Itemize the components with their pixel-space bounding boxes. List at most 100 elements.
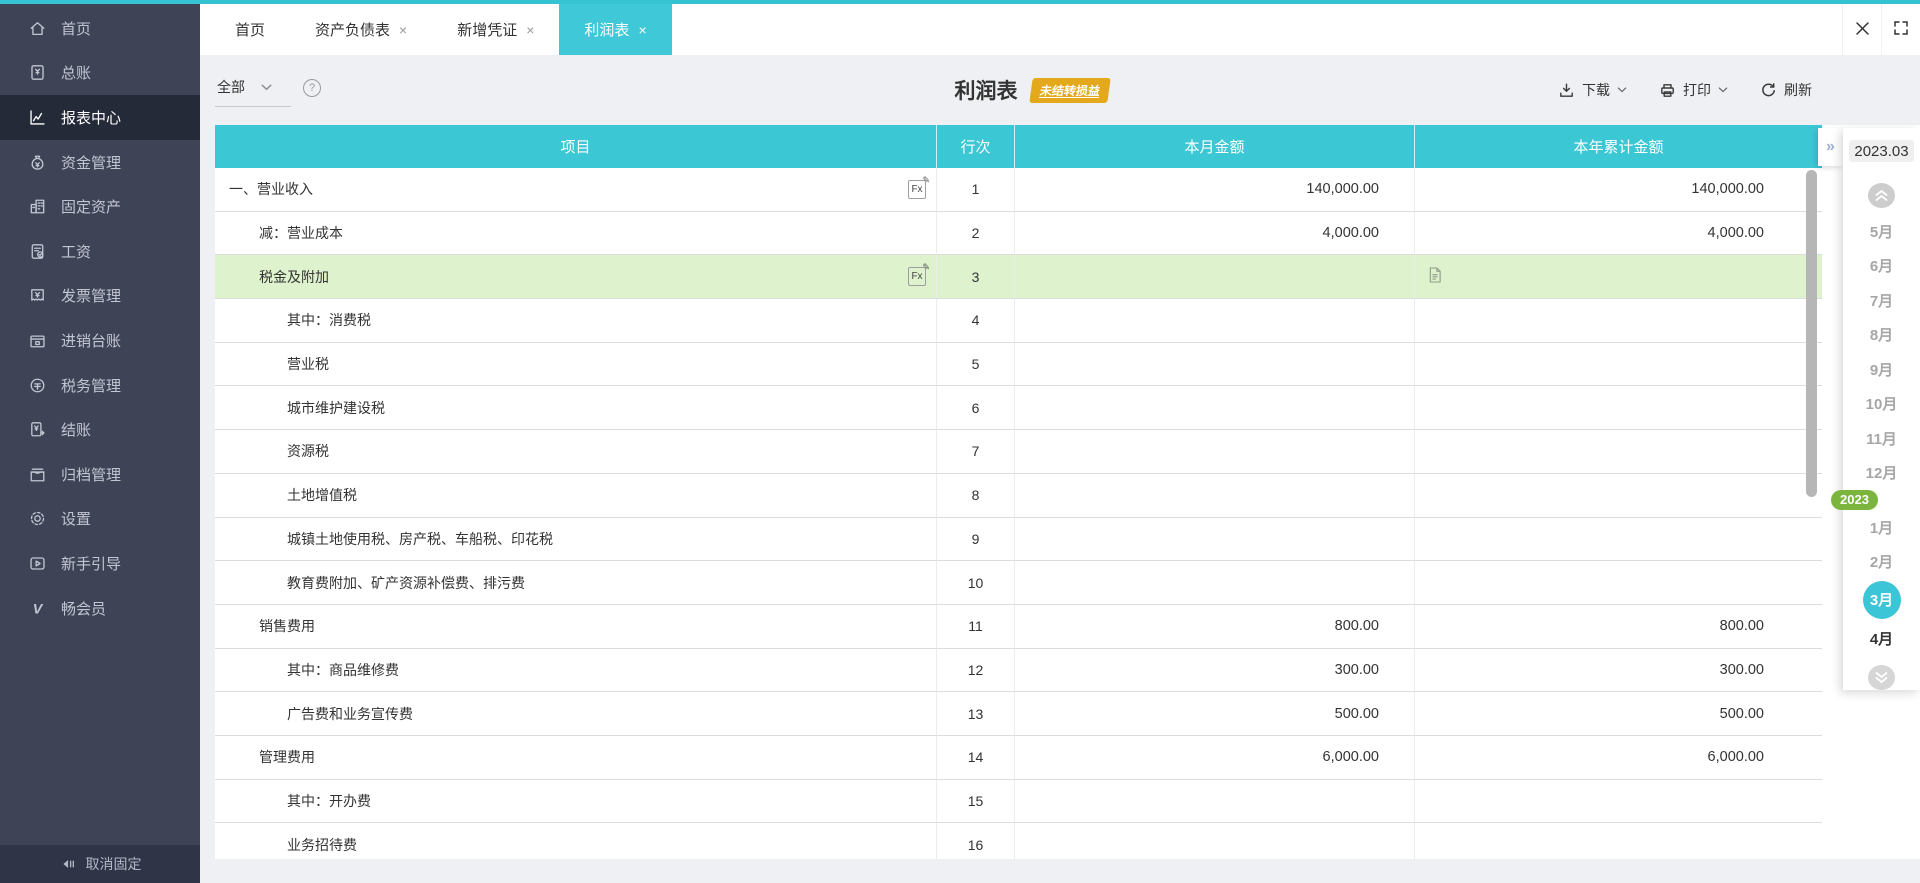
table-row[interactable]: 一、营业收入 Fx 1 140,000.00 140,000.00	[215, 168, 1822, 212]
tabs-container: 首页 资产负债表 × 新增凭证 × 利润表 ×	[210, 4, 1920, 55]
row-item-label: 土地增值税	[287, 487, 357, 504]
sidebar-item-0[interactable]: 首页	[0, 6, 200, 51]
scope-select-value: 全部	[217, 79, 245, 95]
unpin-sidebar-button[interactable]: 取消固定	[0, 845, 200, 883]
sidebar-item-4[interactable]: 固定资产	[0, 184, 200, 229]
status-badge: 未结转损益	[1029, 77, 1112, 103]
period-month[interactable]: 12月	[1865, 465, 1898, 482]
formula-icon[interactable]: Fx	[908, 262, 930, 287]
period-panel: 2023.03 5月 6月 7月 8月 9月 10月 11月 12月 2023 1月 2月 3月 4月	[1831, 128, 1920, 690]
close-tab-icon[interactable]: ×	[526, 21, 535, 38]
row-line-number: 9	[937, 517, 1015, 562]
row-item-label: 城镇土地使用税、房产税、车船税、印花税	[287, 530, 553, 547]
table-row[interactable]: 其中：开办费 Fx 15	[215, 779, 1822, 824]
table-row[interactable]: 城镇土地使用税、房产税、车船税、印花税 Fx 9	[215, 517, 1822, 562]
year-badge[interactable]: 2023	[1831, 489, 1878, 510]
row-line-number: 14	[937, 735, 1015, 780]
print-button[interactable]: 打印	[1659, 80, 1728, 100]
table-row[interactable]: 城市维护建设税 Fx 6	[215, 386, 1822, 431]
period-month[interactable]: 10月	[1865, 396, 1898, 413]
period-month[interactable]: 4月	[1869, 630, 1894, 648]
row-month-amount: 300.00	[1015, 648, 1415, 693]
scope-select[interactable]: 全部	[215, 75, 291, 107]
row-item-label: 管理费用	[259, 749, 315, 766]
sidebar-item-2[interactable]: 报表中心	[0, 95, 200, 140]
row-item-label: 销售费用	[259, 618, 315, 635]
help-icon[interactable]: ?	[303, 79, 321, 97]
column-header-item: 项目	[215, 125, 937, 168]
attachment-doc-icon[interactable]	[1428, 266, 1442, 287]
table-row[interactable]: 其中：消费税 Fx 4	[215, 299, 1822, 343]
download-button[interactable]: 下载	[1558, 80, 1627, 100]
closing-icon	[27, 420, 47, 440]
collapse-period-panel-button[interactable]: »	[1818, 128, 1843, 166]
row-ytd-amount: 4,000.00	[1707, 225, 1764, 242]
settings-icon	[27, 509, 47, 529]
double-chevron-up-icon	[1875, 189, 1888, 201]
sidebar-item-10[interactable]: 归档管理	[0, 452, 200, 497]
table-row[interactable]: 管理费用 Fx 14 6,000.00 6,000.00	[215, 735, 1822, 780]
sidebar-nav: 首页 总账 报表中心 资金管理 固定资产 工资 发票管理 进销台账 税务管理 结…	[0, 4, 200, 630]
close-icon	[1855, 21, 1870, 39]
period-month[interactable]: 7月	[1869, 292, 1894, 310]
table-row[interactable]: 教育费附加、矿产资源补偿费、排污费 Fx 10	[215, 561, 1822, 605]
sidebar-item-5[interactable]: 工资	[0, 229, 200, 274]
period-month[interactable]: 1月	[1869, 519, 1894, 537]
vertical-scrollbar[interactable]	[1806, 170, 1817, 497]
tab-0[interactable]: 首页	[235, 22, 266, 39]
period-month[interactable]: 2月	[1869, 554, 1894, 571]
table-row[interactable]: 土地增值税 Fx 8	[215, 473, 1822, 518]
period-month[interactable]: 6月	[1869, 258, 1894, 275]
guide-icon	[27, 553, 47, 573]
sidebar-item-7[interactable]: 进销台账	[0, 318, 200, 363]
tab-3[interactable]: 利润表 ×	[559, 4, 672, 55]
fullscreen-button[interactable]	[1881, 4, 1920, 55]
formula-icon[interactable]: Fx	[908, 175, 930, 199]
column-header-ytd-amount: 本年累计金额	[1573, 139, 1664, 156]
tab-1[interactable]: 资产负债表 ×	[315, 21, 408, 39]
period-month[interactable]: 5月	[1869, 223, 1894, 241]
period-month[interactable]: 3月	[1862, 580, 1901, 619]
home-icon	[27, 18, 47, 38]
sidebar-item-1[interactable]: 总账	[0, 51, 200, 96]
row-ytd-amount: 300.00	[1719, 661, 1764, 678]
sidebar-item-13[interactable]: V 畅会员	[0, 586, 200, 631]
row-line-number: 4	[937, 299, 1015, 343]
table-row[interactable]: 广告费和业务宣传费 Fx 13 500.00 500.00	[215, 692, 1822, 736]
table-row[interactable]: 营业税 Fx 5	[215, 342, 1822, 387]
sidebar-item-9[interactable]: 结账	[0, 407, 200, 452]
column-header-line: 行次	[937, 125, 1015, 168]
table-row[interactable]: 业务招待费 Fx 16	[215, 823, 1822, 859]
sidebar-item-3[interactable]: 资金管理	[0, 140, 200, 185]
sidebar-item-12[interactable]: 新手引导	[0, 541, 200, 586]
row-month-amount: 800.00	[1015, 604, 1415, 649]
refresh-button[interactable]: 刷新	[1760, 80, 1812, 100]
sidebar-item-11[interactable]: 设置	[0, 497, 200, 542]
sidebar-item-6[interactable]: 发票管理	[0, 274, 200, 319]
current-period[interactable]: 2023.03	[1849, 140, 1914, 162]
table-row[interactable]: 销售费用 Fx 11 800.00 800.00	[215, 604, 1822, 649]
table-row[interactable]: 税金及附加 Fx 3	[215, 255, 1822, 300]
row-month-amount	[1015, 386, 1415, 431]
close-window-button[interactable]	[1842, 4, 1881, 55]
row-month-amount: 140,000.00	[1015, 168, 1415, 212]
close-tab-icon[interactable]: ×	[399, 21, 408, 38]
period-month[interactable]: 11月	[1866, 430, 1897, 448]
table-row[interactable]: 减：营业成本 Fx 2 4,000.00 4,000.00	[215, 211, 1822, 256]
row-month-amount	[1015, 255, 1415, 300]
row-month-amount	[1015, 473, 1415, 518]
scroll-months-down-button[interactable]	[1868, 665, 1895, 690]
close-tab-icon[interactable]: ×	[638, 21, 647, 38]
tab-2[interactable]: 新增凭证 ×	[457, 21, 535, 39]
scroll-months-up-button[interactable]	[1868, 183, 1895, 208]
row-item-label: 其中：开办费	[287, 792, 371, 809]
table-row[interactable]: 资源税 Fx 7	[215, 430, 1822, 474]
fixed-assets-icon	[27, 197, 47, 217]
tab-bar: 首页 资产负债表 × 新增凭证 × 利润表 ×	[200, 4, 1920, 55]
column-header-month-amount: 本月金额	[1015, 125, 1415, 168]
period-month[interactable]: 8月	[1869, 327, 1894, 344]
sidebar-item-8[interactable]: 税务管理	[0, 363, 200, 408]
period-month[interactable]: 9月	[1869, 361, 1894, 379]
row-item-label: 其中：消费税	[287, 312, 371, 329]
table-row[interactable]: 其中：商品维修费 Fx 12 300.00 300.00	[215, 648, 1822, 693]
